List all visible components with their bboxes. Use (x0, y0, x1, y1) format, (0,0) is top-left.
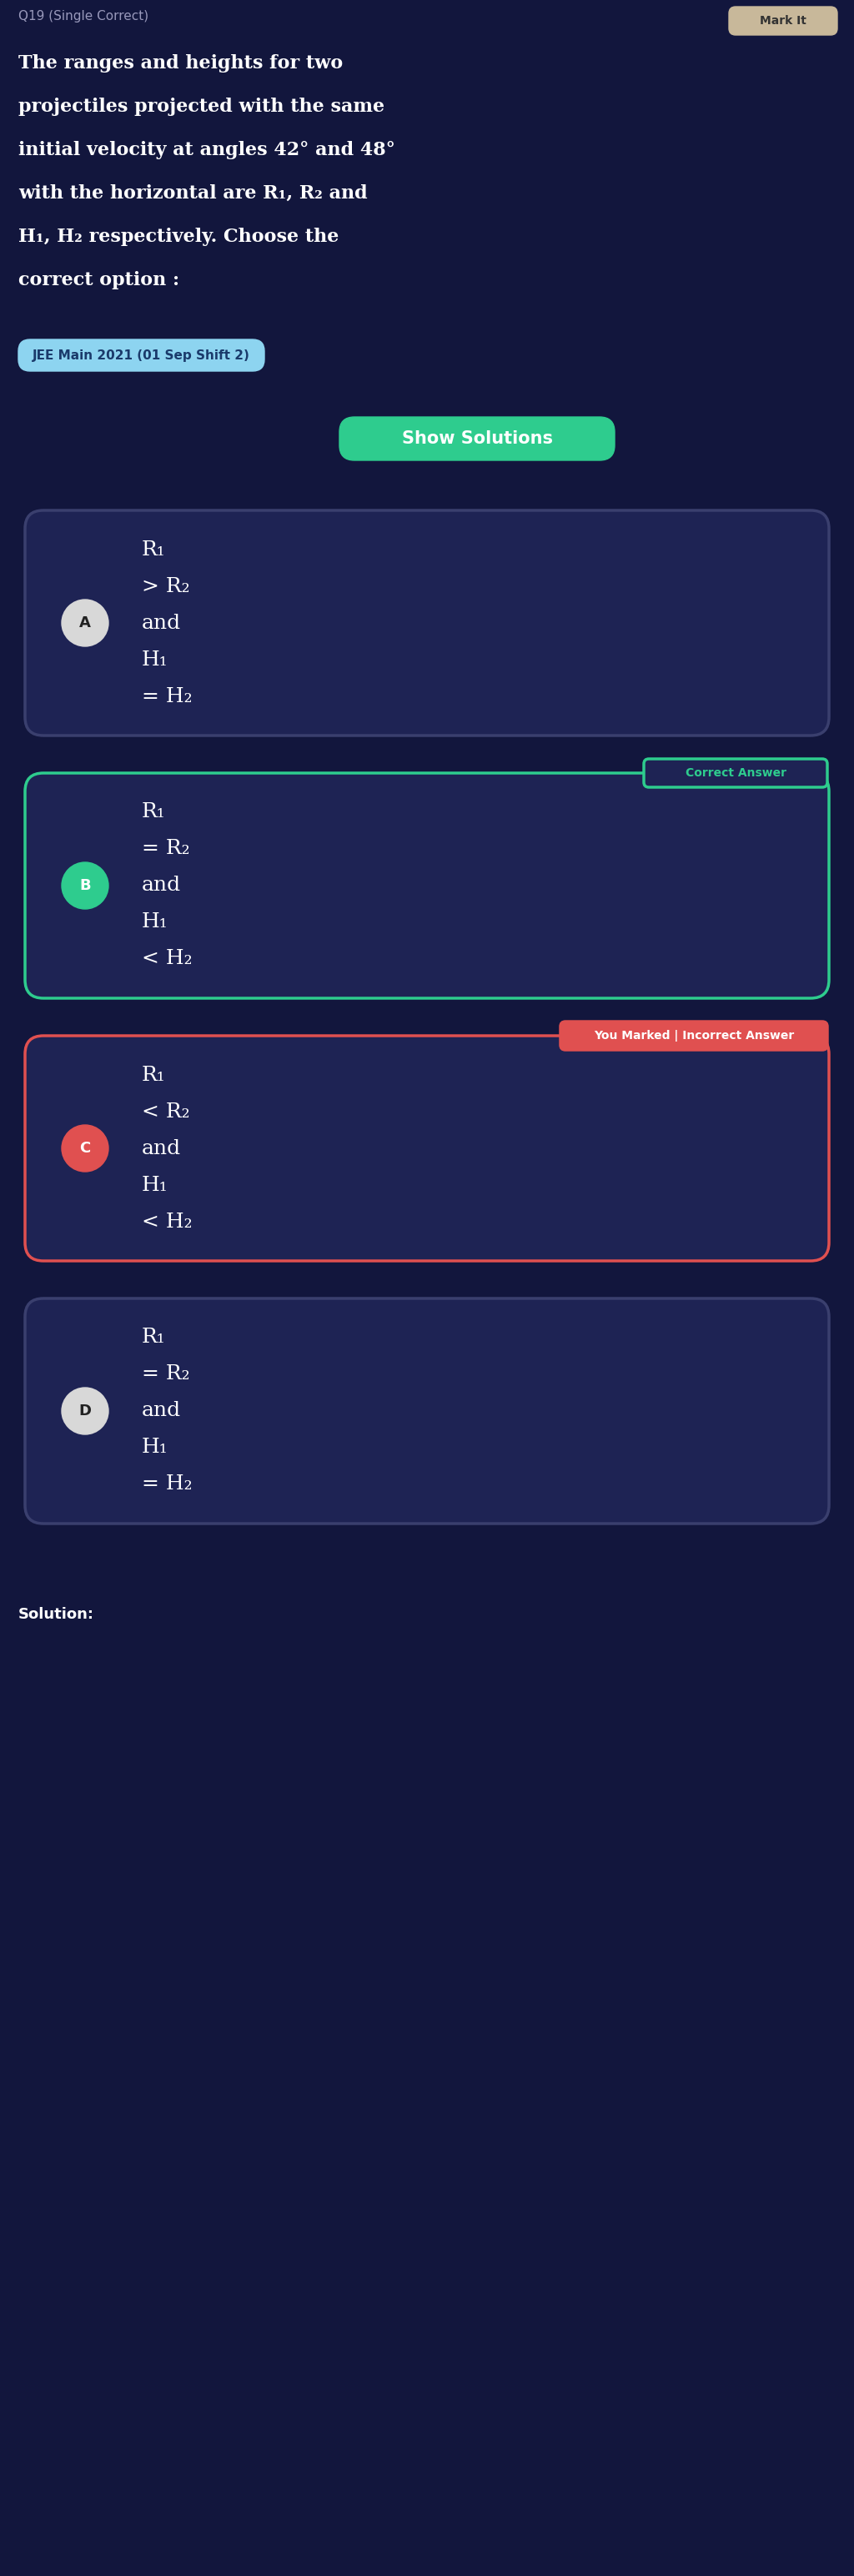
Text: Q19 (Single Correct): Q19 (Single Correct) (18, 10, 149, 23)
Circle shape (61, 600, 108, 647)
Text: < R₂: < R₂ (142, 1103, 190, 1121)
Text: and: and (142, 613, 181, 634)
Circle shape (61, 1388, 108, 1435)
Circle shape (61, 1126, 108, 1172)
Text: = H₂: = H₂ (142, 1476, 192, 1494)
Text: B: B (79, 878, 91, 894)
Text: C: C (79, 1141, 91, 1157)
Text: and: and (142, 1139, 181, 1157)
Text: You Marked | Incorrect Answer: You Marked | Incorrect Answer (594, 1030, 794, 1041)
FancyBboxPatch shape (18, 340, 265, 371)
Text: H₁: H₁ (142, 912, 168, 933)
FancyBboxPatch shape (560, 1023, 828, 1051)
Text: R₁: R₁ (142, 1329, 166, 1347)
Text: R₁: R₁ (142, 804, 166, 822)
Text: initial velocity at angles 42° and 48°: initial velocity at angles 42° and 48° (18, 142, 395, 160)
Text: Show Solutions: Show Solutions (401, 430, 553, 448)
Text: and: and (142, 876, 181, 896)
Text: H₁: H₁ (142, 649, 168, 670)
Text: and: and (142, 1401, 181, 1419)
Text: = R₂: = R₂ (142, 1365, 190, 1383)
Text: = H₂: = H₂ (142, 688, 192, 706)
Text: < H₂: < H₂ (142, 951, 192, 969)
Text: D: D (79, 1404, 91, 1419)
Text: H₁: H₁ (142, 1175, 168, 1195)
Text: R₁: R₁ (142, 1066, 166, 1084)
Text: correct option :: correct option : (18, 270, 179, 289)
Text: with the horizontal are R₁, R₂ and: with the horizontal are R₁, R₂ and (18, 185, 367, 204)
FancyBboxPatch shape (25, 1298, 829, 1522)
Text: < H₂: < H₂ (142, 1213, 192, 1231)
FancyBboxPatch shape (25, 510, 829, 737)
FancyBboxPatch shape (25, 1036, 829, 1260)
Text: A: A (79, 616, 91, 631)
Text: projectiles projected with the same: projectiles projected with the same (18, 98, 384, 116)
Text: = R₂: = R₂ (142, 840, 190, 858)
Text: > R₂: > R₂ (142, 577, 190, 595)
Text: H₁: H₁ (142, 1437, 168, 1458)
Text: JEE Main 2021 (01 Sep Shift 2): JEE Main 2021 (01 Sep Shift 2) (32, 348, 250, 361)
FancyBboxPatch shape (25, 773, 829, 999)
Text: R₁: R₁ (142, 541, 166, 559)
FancyBboxPatch shape (729, 8, 837, 36)
FancyBboxPatch shape (644, 760, 828, 788)
Text: Mark It: Mark It (760, 15, 806, 26)
Text: The ranges and heights for two: The ranges and heights for two (18, 54, 343, 72)
FancyBboxPatch shape (339, 417, 615, 461)
Circle shape (61, 863, 108, 909)
Text: Correct Answer: Correct Answer (685, 768, 786, 778)
Text: Solution:: Solution: (18, 1607, 94, 1623)
Text: H₁, H₂ respectively. Choose the: H₁, H₂ respectively. Choose the (18, 227, 339, 247)
